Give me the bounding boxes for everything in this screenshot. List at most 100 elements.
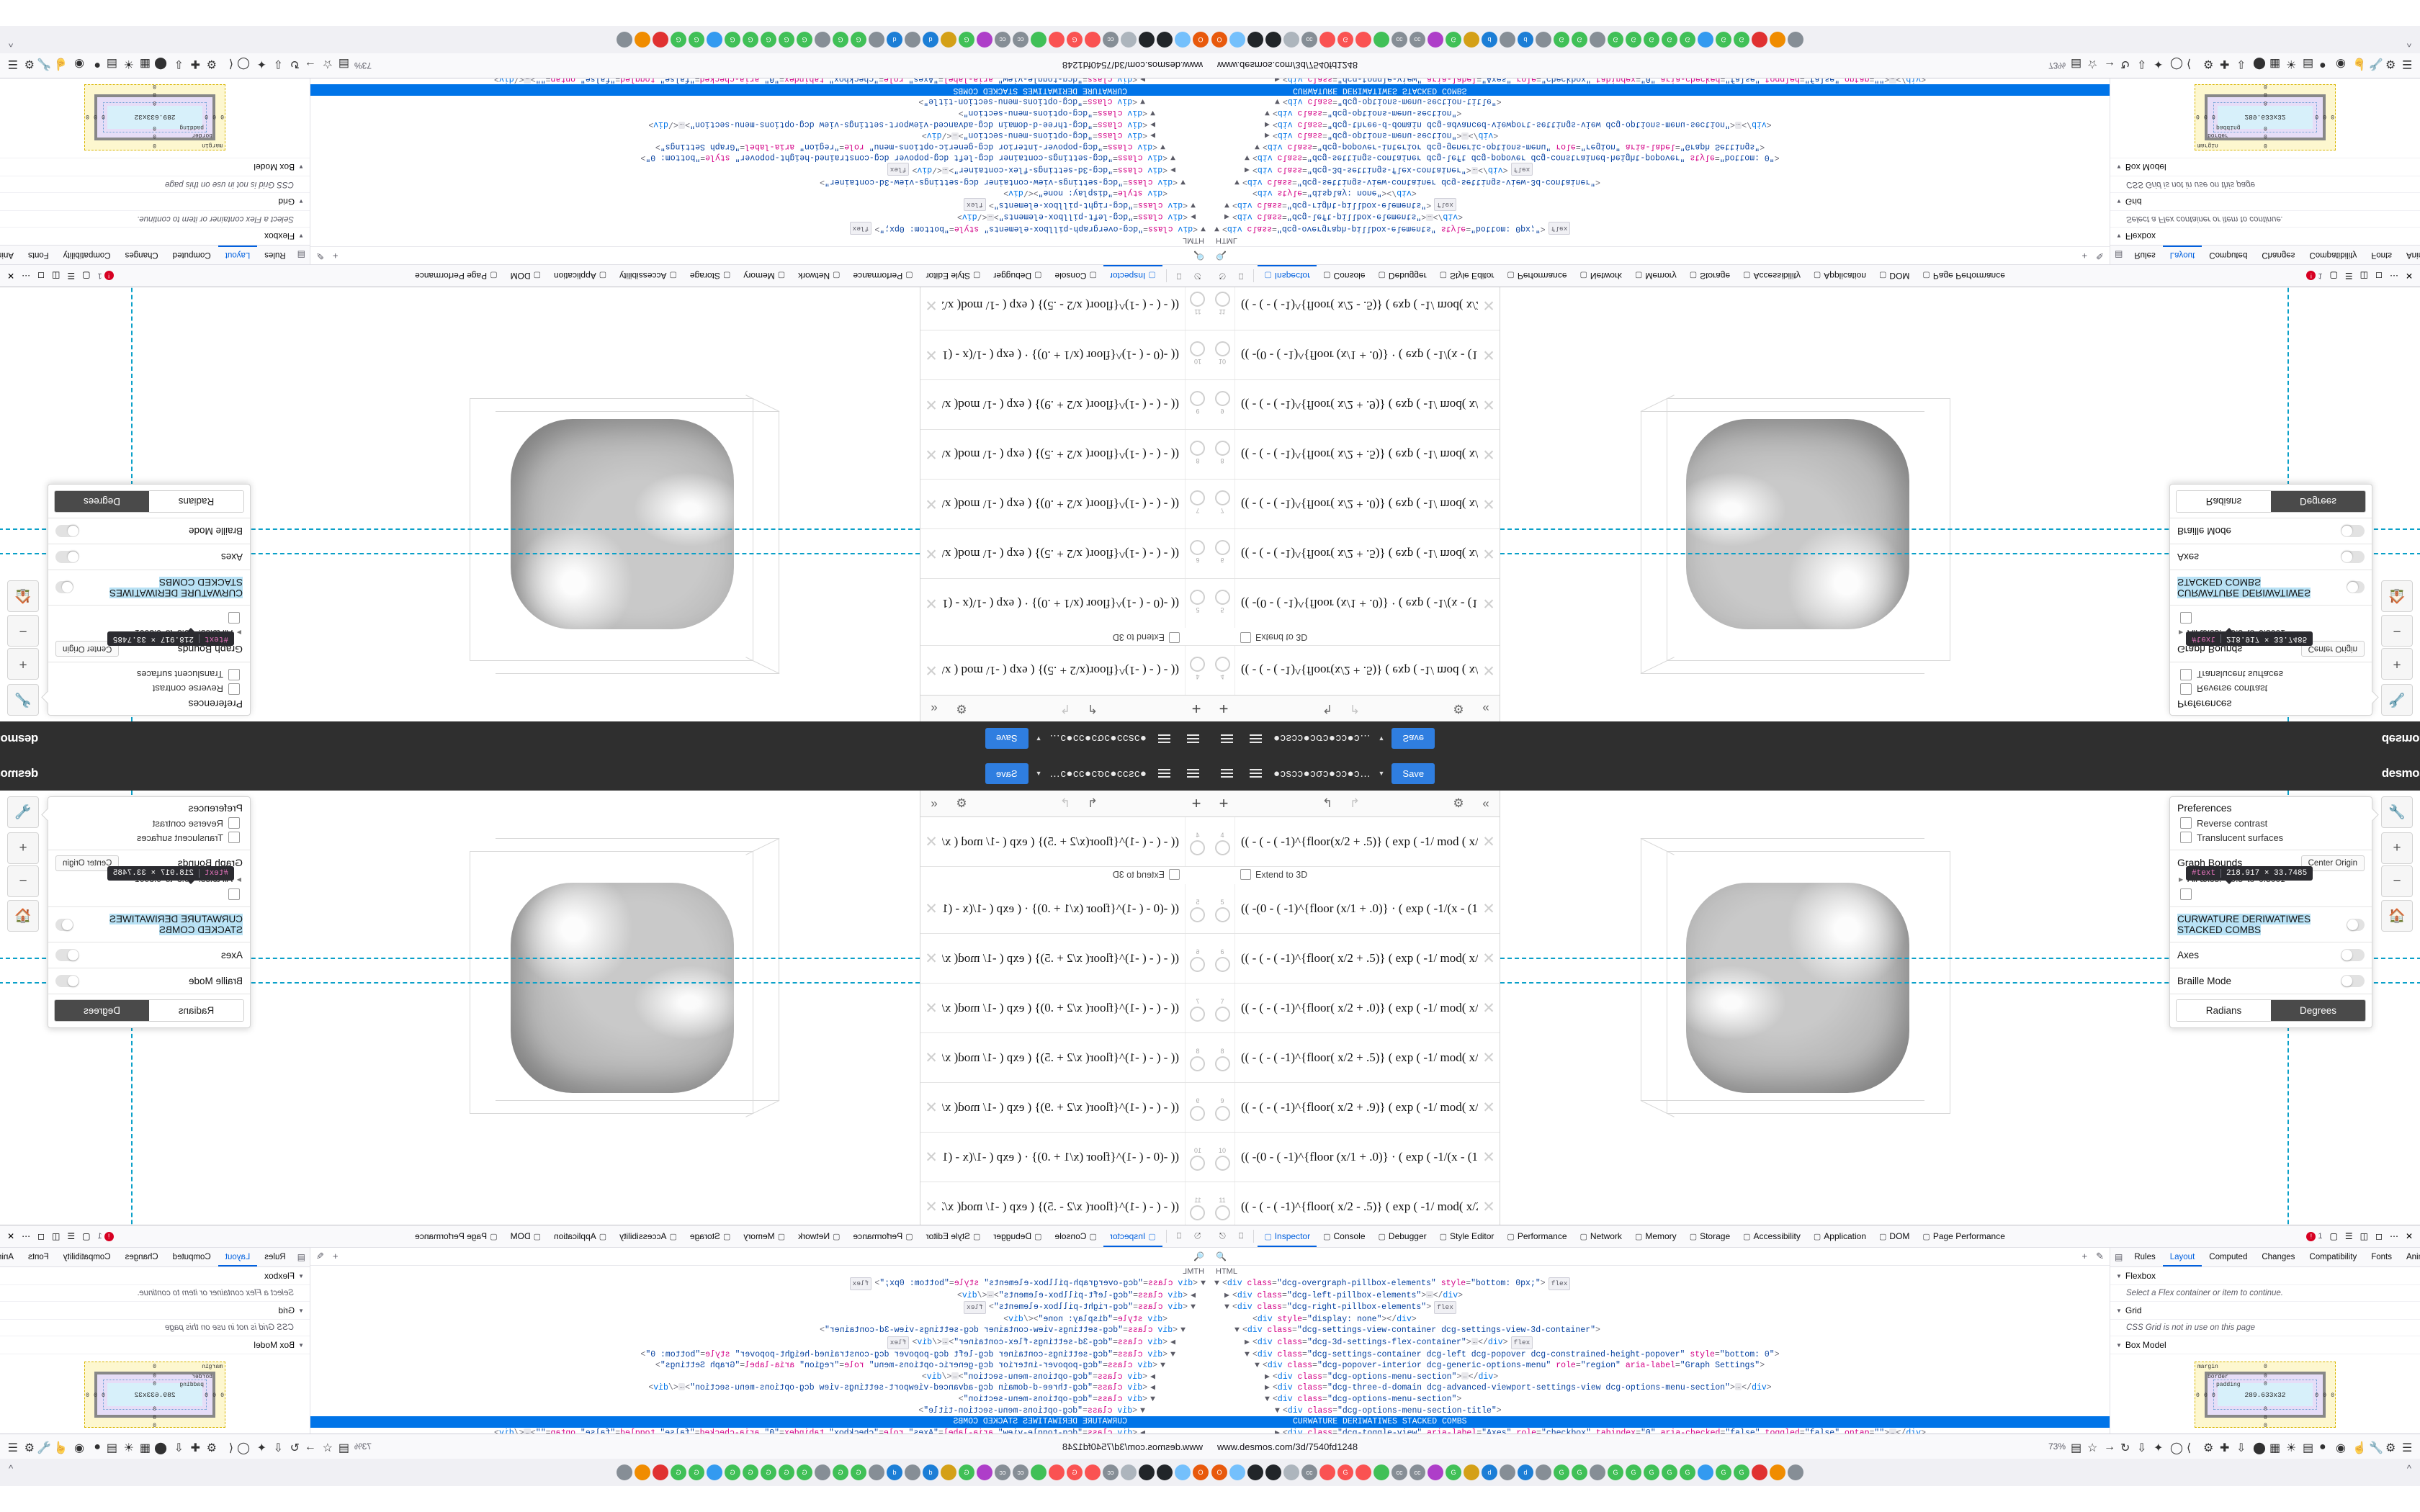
padding-top-value[interactable]: 0 (153, 125, 156, 131)
bookmark-item[interactable] (1319, 1464, 1335, 1480)
twisty-icon[interactable]: ▼ (1234, 1326, 1240, 1336)
flex-badge[interactable]: flex (849, 222, 872, 235)
radians-option[interactable]: Radians (2177, 1000, 2271, 1021)
markup-node[interactable]: ▼<div class="dcg-settings-view-container… (310, 1325, 1210, 1336)
eyedropper-icon[interactable]: ✎ (316, 1251, 324, 1261)
translucent-surfaces-row[interactable]: Translucent surfaces (55, 667, 243, 682)
close-icon[interactable]: ✕ (925, 396, 938, 413)
bookmark-item[interactable]: G (1644, 1464, 1659, 1480)
lock-icon[interactable]: ● (94, 59, 101, 71)
world-icon[interactable]: ◉ (2336, 58, 2346, 70)
download-icon[interactable]: ⇩ (273, 1442, 283, 1454)
zoom-level[interactable]: 73% (354, 60, 372, 71)
bookmark-item[interactable] (1157, 1464, 1173, 1480)
bookmark-item[interactable]: G (959, 32, 974, 48)
highlighted-toggle[interactable] (2346, 581, 2365, 594)
chevron-down-icon[interactable]: ▼ (1378, 770, 1385, 777)
axes-toggle[interactable] (2341, 551, 2365, 563)
reverse-contrast-row[interactable]: Reverse contrast (55, 682, 243, 696)
bookmark-item[interactable] (1121, 32, 1137, 48)
markup-node[interactable]: ▼<div class="dcg-settings-view-container… (1210, 176, 2110, 187)
markup-node[interactable]: ▼<div class="dcg-right-pillbox-elements"… (310, 1301, 1210, 1314)
bookmark-item[interactable] (869, 32, 884, 48)
degrees-option[interactable]: Degrees (55, 491, 149, 512)
bookmark-item[interactable]: d (1518, 1464, 1533, 1480)
padding-right-value[interactable]: 0 (2315, 113, 2318, 120)
dock-icon[interactable]: ◻ (2375, 271, 2383, 281)
pocket-icon[interactable]: ✦ (256, 1442, 266, 1454)
desmos-secondary-menu-button[interactable] (1154, 762, 1175, 784)
twisty-icon[interactable]: ▼ (1140, 96, 1145, 107)
border-bottom-value[interactable]: 0 (2264, 1415, 2267, 1421)
extensions-icon[interactable]: ⟨ (2187, 58, 2192, 70)
flex-badge[interactable]: flex (1510, 163, 1533, 176)
bookmark-item[interactable] (815, 1464, 830, 1480)
tab-performance[interactable]: ▢ Performance (846, 265, 919, 287)
bookmark-item[interactable] (1139, 32, 1155, 48)
tab-style-editor[interactable]: ▢ Style Editor (1433, 1225, 1501, 1247)
bounds-extra-checkbox-row[interactable] (55, 884, 243, 901)
markup-node[interactable]: ▼<div class="dcg-settings-container dcg-… (310, 152, 1210, 163)
margin-left-value[interactable]: 0 (220, 1392, 224, 1399)
twisty-icon[interactable]: ▼ (1170, 1349, 1175, 1359)
eyedropper-icon[interactable]: ✎ (2096, 1251, 2104, 1261)
twisty-icon[interactable]: ▶ (1150, 1383, 1155, 1393)
tab-dom[interactable]: ▢ DOM (1873, 265, 1916, 287)
bookmark-item[interactable] (1031, 1464, 1047, 1480)
graph-canvas[interactable]: 🔧 + − 🏠 Preferences Reverse contrast (0, 791, 920, 1225)
bookmark-item[interactable] (1752, 32, 1767, 48)
measure-icon[interactable]: ☰ (2344, 1231, 2353, 1241)
sidebar-tab-layout[interactable]: Layout (2163, 246, 2202, 264)
expression-math[interactable]: (( - ( - ( -1)^{floor(x/2 + .5)} ( exp (… (942, 834, 1179, 848)
close-icon[interactable]: ✕ (925, 1198, 938, 1215)
close-icon[interactable]: ✕ (2405, 271, 2413, 281)
expression-color-swatch[interactable] (1214, 341, 1230, 357)
bookmark-item[interactable] (1175, 32, 1191, 48)
meatball-menu-icon[interactable]: ⋯ (2389, 1231, 2398, 1241)
markup-node[interactable]: ▼<div class="dcg-settings-view-container… (1210, 1325, 2110, 1336)
settings-icon[interactable]: ⚙ (2385, 1442, 2396, 1454)
checkbox-icon[interactable] (228, 888, 240, 900)
twisty-icon[interactable]: ▼ (1201, 1279, 1206, 1288)
expression-row[interactable]: 7(( - ( - ( -1)^{floor( x/2 + .0)} ( exp… (1210, 984, 1500, 1033)
sidebar-tab-compatibility[interactable]: Compatibility (63, 251, 111, 259)
bookmark-item[interactable] (1247, 1464, 1263, 1480)
bookmark-item[interactable]: G (1734, 1464, 1749, 1480)
bookmark-item[interactable]: G (1626, 32, 1641, 48)
bookmark-item[interactable]: O (1211, 32, 1227, 48)
redo-button[interactable]: ↱ (1059, 702, 1071, 716)
section-header-box-model[interactable]: ▼ Box Model (0, 1336, 310, 1354)
bookmark-item[interactable] (653, 32, 668, 48)
reverse-contrast-row[interactable]: Reverse contrast (2177, 816, 2365, 830)
extensions-icon[interactable]: ⟨ (228, 1442, 233, 1454)
checkbox-icon[interactable] (2180, 817, 2192, 829)
gear-icon[interactable]: ⚙ (956, 702, 967, 716)
close-icon[interactable]: ✕ (925, 545, 938, 562)
expression-row[interactable]: 11(( - ( - ( -1)^{floor( x/2 - .5)} ( ex… (920, 1182, 1210, 1225)
section-header-grid[interactable]: ▼ Grid (0, 1302, 310, 1320)
flex-badge[interactable]: flex (1548, 222, 1571, 235)
tab-application[interactable]: ▢ Application (1807, 265, 1873, 287)
bookmark-item[interactable] (941, 32, 956, 48)
globe-icon[interactable]: ☀ (2286, 1442, 2297, 1454)
graph-canvas[interactable]: 🔧 + − 🏠 Preferences Reverse contrast (1500, 287, 2420, 721)
tab-debugger[interactable]: ▢ Debugger (1372, 1225, 1433, 1247)
margin-right-value[interactable]: 0 (2331, 1392, 2334, 1399)
shield-icon[interactable]: ⬤ (154, 1442, 167, 1454)
bounds-extra-checkbox-row[interactable] (55, 611, 243, 628)
radians-option[interactable]: Radians (149, 1000, 243, 1021)
bookmark-item[interactable]: G (1608, 1464, 1623, 1480)
tab-memory[interactable]: ▢ Memory (1628, 1225, 1683, 1247)
checkbox-icon[interactable] (228, 669, 240, 680)
add-expression-button[interactable]: + (1219, 700, 1229, 718)
expression-row[interactable]: 8(( - ( - ( -1)^{floor( x/2 + .5)} ( exp… (920, 429, 1210, 479)
pocket-icon[interactable]: ✦ (2154, 58, 2164, 70)
reload-icon[interactable]: ↻ (2120, 58, 2130, 70)
markup-node[interactable]: ▼<div class="dcg-settings-container dcg-… (1210, 152, 2110, 163)
expression-row[interactable]: 6(( - ( - ( -1)^{floor( x/2 + .5)} ( exp… (920, 528, 1210, 578)
bookmark-item[interactable]: G (761, 32, 776, 48)
markup-node[interactable]: ▼<div class="dcg-options-menu-section-ti… (1210, 1405, 2110, 1417)
sidebar-tab-compatibility[interactable]: Compatibility (2309, 1253, 2357, 1261)
bookmark-item[interactable]: G (743, 32, 758, 48)
bookmark-item[interactable]: G (833, 32, 848, 48)
